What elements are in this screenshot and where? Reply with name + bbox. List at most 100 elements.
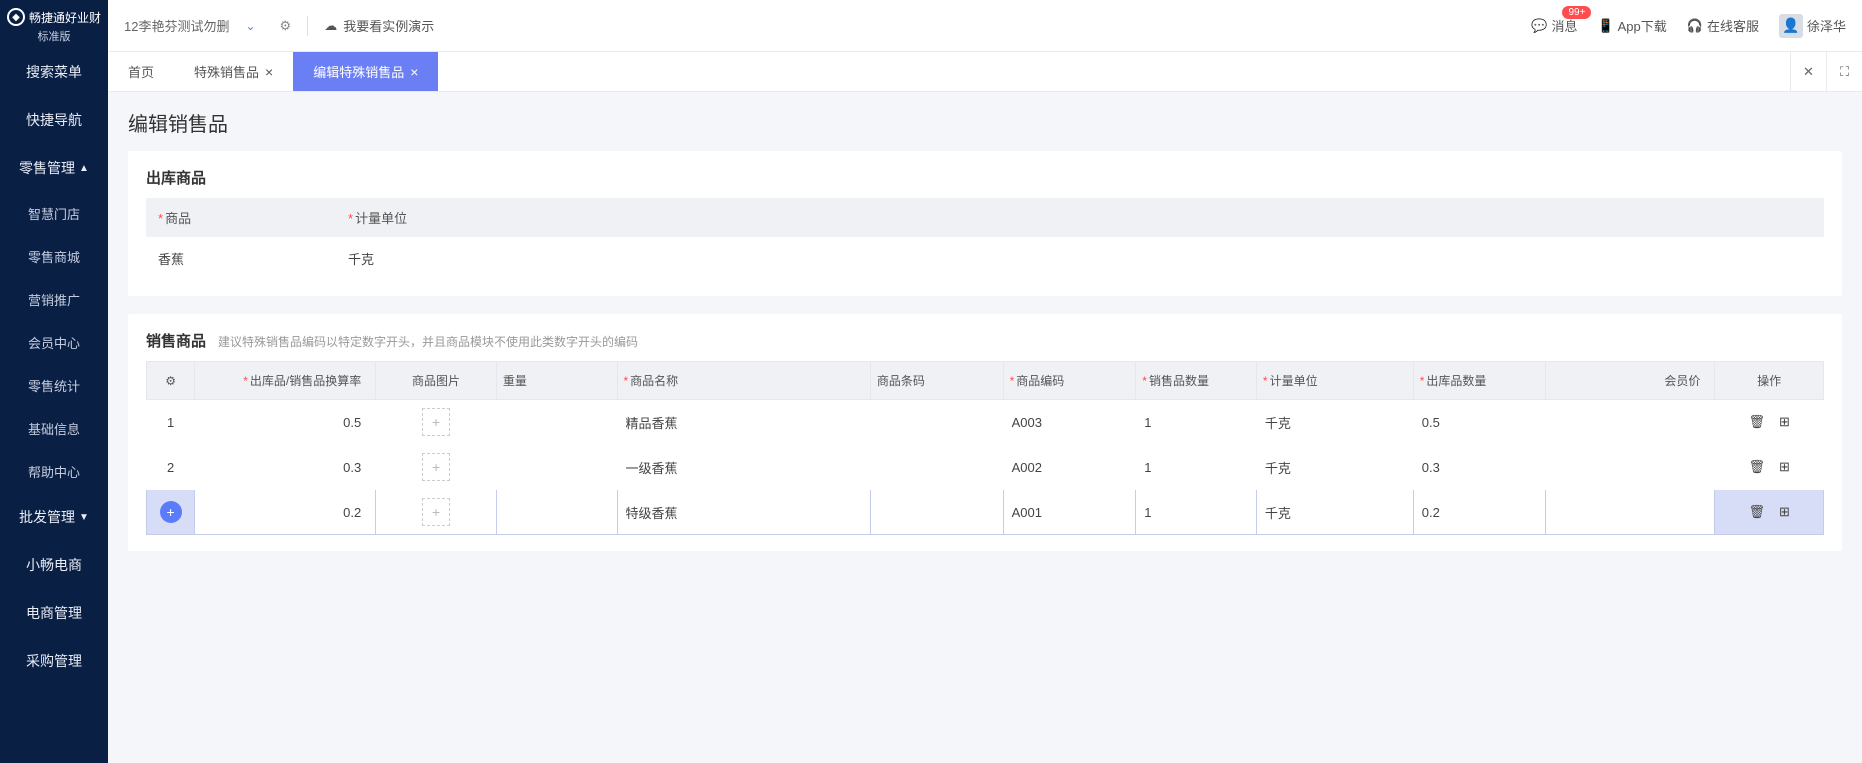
cell-barcode[interactable]	[870, 400, 1003, 445]
col-code: *商品编码	[1003, 362, 1136, 400]
cell-rate[interactable]: 0.2	[195, 490, 376, 535]
more-icon[interactable]: ⊞	[1779, 504, 1790, 520]
sidebar-item-retail-mall[interactable]: 零售商城	[0, 235, 108, 278]
settings-icon[interactable]: ⚙	[280, 18, 292, 34]
cell-unit: 千克	[336, 237, 1824, 280]
page-title: 编辑销售品	[128, 108, 1842, 137]
sidebar-item-smart-store[interactable]: 智慧门店	[0, 192, 108, 235]
col-action: 操作	[1715, 362, 1824, 400]
sales-row[interactable]: 2 0.3 + 一级香蕉 A002 1 千克 0.3 🗑 ⊞	[147, 445, 1824, 490]
online-service-link[interactable]: 🎧 在线客服	[1687, 16, 1759, 35]
cell-member-price[interactable]	[1546, 445, 1715, 490]
brand-icon: ◆	[7, 8, 25, 26]
sales-row[interactable]: 1 0.5 + 精品香蕉 A003 1 千克 0.5 🗑⊞	[147, 400, 1824, 445]
cell-image[interactable]: +	[376, 490, 497, 535]
sidebar: ◆ 畅捷通好业财 标准版 搜索菜单 快捷导航 零售管理▲ 智慧门店 零售商城 营…	[0, 0, 108, 763]
cell-sale-qty[interactable]: 1	[1136, 445, 1257, 490]
cell-image[interactable]: +	[376, 445, 497, 490]
cell-member-price[interactable]	[1546, 490, 1715, 535]
cell-name[interactable]: 一级香蕉	[617, 445, 870, 490]
outbound-table: *商品 *计量单位 香蕉 千克	[146, 198, 1824, 280]
cell-unit[interactable]: 千克	[1256, 445, 1413, 490]
cell-unit[interactable]: 千克	[1256, 490, 1413, 535]
add-row-icon[interactable]: +	[160, 501, 182, 523]
sidebar-item-search-menu[interactable]: 搜索菜单	[0, 48, 108, 96]
delete-icon[interactable]: 🗑	[1748, 414, 1765, 430]
cell-out-qty[interactable]: 0.2	[1413, 490, 1546, 535]
app-download-link[interactable]: 📱 App下载	[1597, 16, 1666, 35]
sidebar-item-basic-info[interactable]: 基础信息	[0, 407, 108, 450]
cell-image[interactable]: +	[376, 400, 497, 445]
cell-code[interactable]: A001	[1003, 490, 1136, 535]
cell-rate[interactable]: 0.3	[195, 445, 376, 490]
cell-sale-qty[interactable]: 1	[1136, 490, 1257, 535]
divider	[307, 16, 308, 36]
tenant-name: 12李艳芬测试勿删	[124, 16, 229, 35]
tab-edit-special-sales[interactable]: 编辑特殊销售品 ×	[293, 52, 438, 91]
cell-weight[interactable]	[496, 445, 617, 490]
brand-logo: ◆ 畅捷通好业财 标准版	[0, 0, 108, 48]
col-member-price: 会员价	[1546, 362, 1715, 400]
col-unit: *计量单位	[336, 198, 1824, 237]
page-content: 编辑销售品 出库商品 *商品 *计量单位 香蕉 千克	[108, 92, 1862, 763]
fullscreen-button[interactable]: ⛶	[1826, 52, 1862, 91]
tab-home[interactable]: 首页	[108, 52, 174, 91]
delete-icon[interactable]: 🗑	[1748, 459, 1765, 475]
outbound-panel: 出库商品 *商品 *计量单位 香蕉 千克	[128, 151, 1842, 296]
add-image-icon[interactable]: +	[422, 498, 450, 526]
cell-idx: 2	[147, 445, 195, 490]
sidebar-item-xiaochang[interactable]: 小畅电商	[0, 541, 108, 589]
more-icon[interactable]: ⊞	[1779, 459, 1790, 475]
chevron-up-icon: ▲	[79, 163, 89, 174]
user-menu[interactable]: 👤 徐泽华	[1779, 14, 1846, 38]
sidebar-item-retail-stats[interactable]: 零售统计	[0, 364, 108, 407]
tenant-selector[interactable]: 12李艳芬测试勿删 ⌄	[124, 16, 256, 35]
sidebar-item-help-center[interactable]: 帮助中心	[0, 450, 108, 493]
cell-weight[interactable]	[496, 490, 617, 535]
add-image-icon[interactable]: +	[422, 453, 450, 481]
cell-barcode[interactable]	[870, 490, 1003, 535]
cell-code[interactable]: A002	[1003, 445, 1136, 490]
chevron-down-icon: ▼	[79, 512, 89, 523]
chevron-down-icon: ⌄	[245, 19, 255, 33]
add-image-icon[interactable]: +	[422, 408, 450, 436]
cell-add[interactable]: +	[147, 490, 195, 535]
sidebar-item-ecommerce[interactable]: 电商管理	[0, 589, 108, 637]
cell-code[interactable]: A003	[1003, 400, 1136, 445]
sales-panel: 销售商品 建议特殊销售品编码以特定数字开头，并且商品模块不使用此类数字开头的编码…	[128, 314, 1842, 551]
col-sale-qty: *销售品数量	[1136, 362, 1257, 400]
cell-barcode[interactable]	[870, 445, 1003, 490]
cell-rate[interactable]: 0.5	[195, 400, 376, 445]
gear-icon: ⚙	[165, 374, 176, 388]
delete-icon[interactable]: 🗑	[1748, 504, 1765, 520]
cell-actions: 🗑⊞	[1715, 490, 1824, 535]
col-gear[interactable]: ⚙	[147, 362, 195, 400]
col-product: *商品	[146, 198, 336, 237]
cell-name[interactable]: 特级香蕉	[617, 490, 870, 535]
close-icon[interactable]: ×	[265, 64, 273, 80]
cell-unit[interactable]: 千克	[1256, 400, 1413, 445]
sidebar-item-member-center[interactable]: 会员中心	[0, 321, 108, 364]
cell-weight[interactable]	[496, 400, 617, 445]
sidebar-item-wholesale[interactable]: 批发管理▼	[0, 493, 108, 541]
cell-out-qty[interactable]: 0.3	[1413, 445, 1546, 490]
cell-out-qty[interactable]: 0.5	[1413, 400, 1546, 445]
cell-member-price[interactable]	[1546, 400, 1715, 445]
tab-label: 编辑特殊销售品	[313, 62, 404, 81]
messages-link[interactable]: 💬 消息 99+	[1531, 16, 1577, 35]
sales-row-active[interactable]: + 0.2 + 特级香蕉 A001 1 千克 0.2 🗑⊞	[147, 490, 1824, 535]
cell-sale-qty[interactable]: 1	[1136, 400, 1257, 445]
close-icon[interactable]: ×	[410, 64, 418, 80]
more-icon[interactable]: ⊞	[1779, 414, 1790, 430]
online-service-label: 在线客服	[1707, 16, 1759, 35]
sidebar-item-quick-nav[interactable]: 快捷导航	[0, 96, 108, 144]
close-all-tabs-button[interactable]: ✕	[1790, 52, 1826, 91]
demo-link[interactable]: ☁ 我要看实例演示	[324, 16, 434, 35]
sidebar-item-marketing[interactable]: 营销推广	[0, 278, 108, 321]
cell-name[interactable]: 精品香蕉	[617, 400, 870, 445]
brand-name: 畅捷通好业财	[29, 9, 101, 26]
col-barcode: 商品条码	[870, 362, 1003, 400]
sidebar-item-purchase[interactable]: 采购管理	[0, 637, 108, 685]
tab-special-sales[interactable]: 特殊销售品 ×	[174, 52, 293, 91]
sidebar-item-retail-mgmt[interactable]: 零售管理▲	[0, 144, 108, 192]
